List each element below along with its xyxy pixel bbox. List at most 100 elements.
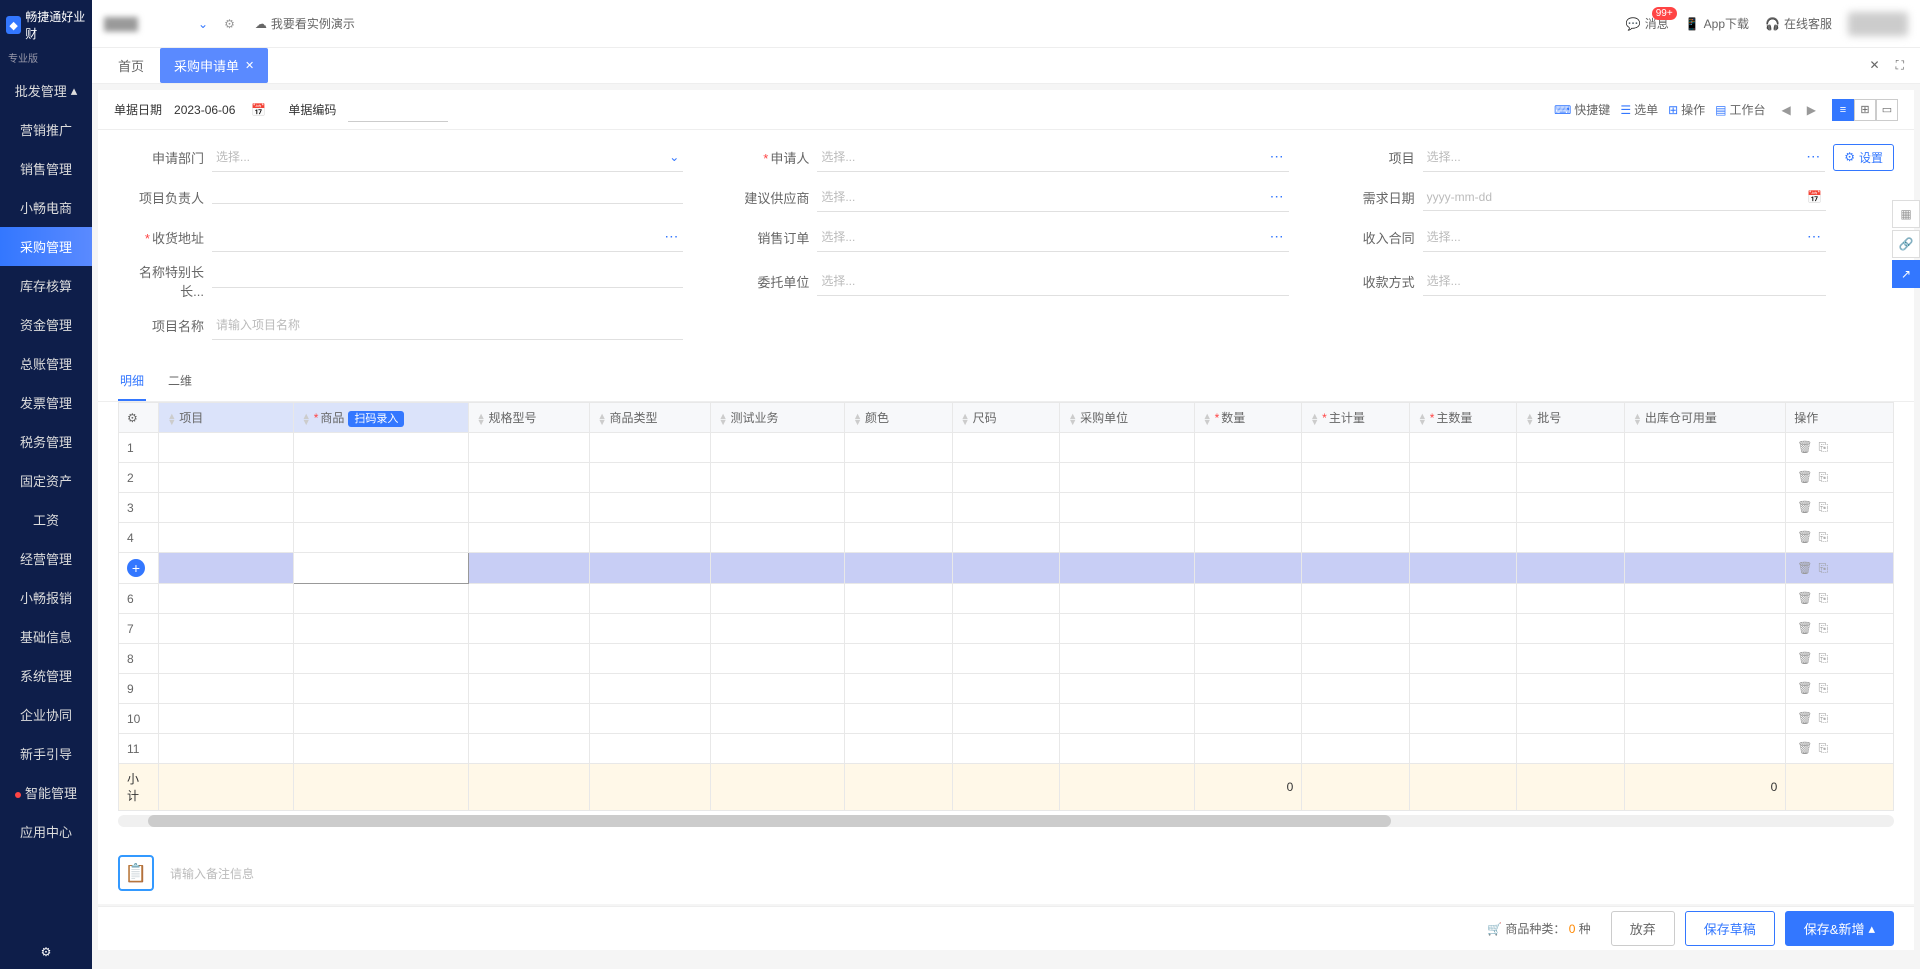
select-order-button[interactable]: ☰选单 — [1620, 101, 1658, 118]
col-5[interactable]: ▲▼颜色 — [845, 403, 953, 433]
customer-service-button[interactable]: 🎧 在线客服 — [1765, 15, 1832, 32]
entrust-select[interactable]: 选择... — [817, 266, 1288, 296]
table-row[interactable]: 2🗑⎘ — [119, 463, 1894, 493]
save-draft-button[interactable]: 保存草稿 — [1685, 911, 1775, 946]
prev-button[interactable]: ◀ — [1776, 101, 1797, 119]
view-card-button[interactable]: ⊞ — [1854, 99, 1876, 121]
copy-icon[interactable]: ⎘ — [1819, 621, 1829, 635]
tab-purchase-request[interactable]: 采购申请单 ✕ — [160, 48, 268, 83]
sidebar-item-1[interactable]: 销售管理 — [0, 149, 92, 188]
add-row-button[interactable]: + — [127, 559, 145, 577]
remark-input[interactable]: 请输入备注信息 — [170, 855, 1894, 892]
sidebar-item-15[interactable]: 企业协同 — [0, 695, 92, 734]
delete-icon[interactable]: 🗑 — [1797, 591, 1812, 605]
table-row[interactable]: 11🗑⎘ — [119, 734, 1894, 764]
copy-icon[interactable]: ⎘ — [1819, 500, 1829, 514]
sidebar-item-6[interactable]: 总账管理 — [0, 344, 92, 383]
need-date-input[interactable]: yyyy-mm-dd📅 — [1423, 184, 1826, 211]
close-icon[interactable]: ✕ — [245, 59, 254, 72]
copy-icon[interactable]: ⎘ — [1819, 470, 1829, 484]
delete-icon[interactable]: 🗑 — [1797, 561, 1812, 575]
sidebar-item-12[interactable]: 小畅报销 — [0, 578, 92, 617]
payway-select[interactable]: 选择... — [1423, 266, 1826, 296]
sidebar-item-13[interactable]: 基础信息 — [0, 617, 92, 656]
more-icon[interactable]: ⋯ — [1270, 188, 1285, 205]
fullscreen-icon[interactable]: ⛶ — [1892, 54, 1908, 77]
save-new-button[interactable]: 保存&新增▴ — [1785, 911, 1894, 946]
horizontal-scrollbar[interactable] — [118, 815, 1894, 827]
view-list-button[interactable]: ≡ — [1832, 99, 1854, 121]
org-selector[interactable]: ████ — [104, 17, 138, 31]
table-row[interactable]: 7🗑⎘ — [119, 614, 1894, 644]
dept-select[interactable]: 选择...⌄ — [212, 142, 683, 172]
table-row[interactable]: 9🗑⎘ — [119, 674, 1894, 704]
col-0[interactable]: ▲▼项目 — [159, 403, 293, 433]
contract-select[interactable]: 选择...⋯ — [1423, 222, 1826, 252]
chevron-down-icon[interactable]: ⌄ — [198, 17, 208, 31]
addr-select[interactable]: ⋯ — [212, 222, 683, 252]
col-11[interactable]: ▲▼批号 — [1517, 403, 1625, 433]
rail-btn-3[interactable]: ↗ — [1892, 260, 1920, 288]
table-row[interactable]: 4🗑⎘ — [119, 523, 1894, 553]
copy-icon[interactable]: ⎘ — [1819, 591, 1829, 605]
sidebar-item-2[interactable]: 小畅电商 — [0, 188, 92, 227]
tab-2d[interactable]: 二维 — [166, 362, 194, 401]
delete-icon[interactable]: 🗑 — [1797, 500, 1812, 514]
app-download-button[interactable]: 📱 App下载 — [1685, 15, 1749, 32]
note-icon[interactable]: 📋 — [118, 855, 154, 891]
copy-icon[interactable]: ⎘ — [1819, 681, 1829, 695]
table-row[interactable]: 6🗑⎘ — [119, 584, 1894, 614]
copy-icon[interactable]: ⎘ — [1819, 440, 1829, 454]
rail-btn-1[interactable]: ▦ — [1892, 200, 1920, 228]
sales-order-select[interactable]: 选择...⋯ — [817, 222, 1288, 252]
col-1[interactable]: ▲▼*商品扫码录入 — [293, 403, 468, 433]
discard-button[interactable]: 放弃 — [1611, 911, 1675, 946]
more-icon[interactable]: ⋯ — [1270, 228, 1285, 245]
copy-icon[interactable]: ⎘ — [1819, 530, 1829, 544]
applicant-select[interactable]: 选择...⋯ — [817, 142, 1288, 172]
col-9[interactable]: ▲▼*主计量 — [1302, 403, 1410, 433]
copy-icon[interactable]: ⎘ — [1819, 651, 1829, 665]
sidebar-item-7[interactable]: 发票管理 — [0, 383, 92, 422]
col-gear[interactable]: ⚙ — [119, 403, 159, 433]
calendar-icon[interactable]: 📅 — [251, 103, 266, 117]
sidebar-item-14[interactable]: 系统管理 — [0, 656, 92, 695]
delete-icon[interactable]: 🗑 — [1797, 470, 1812, 484]
more-icon[interactable]: ⋯ — [1807, 228, 1822, 245]
gear-icon[interactable]: ⚙ — [224, 17, 235, 31]
sidebar-item-16[interactable]: 新手引导 — [0, 734, 92, 773]
sidebar-item-18[interactable]: 应用中心 — [0, 812, 92, 851]
more-icon[interactable]: ⋯ — [1270, 148, 1285, 165]
delete-icon[interactable]: 🗑 — [1797, 741, 1812, 755]
tab-detail[interactable]: 明细 — [118, 362, 146, 401]
pm-input[interactable] — [212, 191, 683, 204]
delete-icon[interactable]: 🗑 — [1797, 440, 1812, 454]
next-button[interactable]: ▶ — [1801, 101, 1822, 119]
table-row[interactable]: 1🗑⎘ — [119, 433, 1894, 463]
copy-icon[interactable]: ⎘ — [1819, 711, 1829, 725]
copy-icon[interactable]: ⎘ — [1819, 561, 1829, 575]
sidebar-item-11[interactable]: 经营管理 — [0, 539, 92, 578]
table-row[interactable]: + 🗑 ⎘ — [119, 553, 1894, 584]
delete-icon[interactable]: 🗑 — [1797, 651, 1812, 665]
operation-button[interactable]: ⊞操作 — [1668, 101, 1705, 118]
sidebar-item-9[interactable]: 固定资产 — [0, 461, 92, 500]
table-row[interactable]: 3🗑⎘ — [119, 493, 1894, 523]
col-6[interactable]: ▲▼尺码 — [952, 403, 1060, 433]
more-icon[interactable]: ⋯ — [664, 228, 679, 245]
tab-close-button[interactable]: ✕ — [1866, 54, 1884, 77]
delete-icon[interactable]: 🗑 — [1797, 681, 1812, 695]
col-4[interactable]: ▲▼测试业务 — [710, 403, 844, 433]
delete-icon[interactable]: 🗑 — [1797, 711, 1812, 725]
sidebar-item-8[interactable]: 税务管理 — [0, 422, 92, 461]
workbench-button[interactable]: ▤工作台 — [1715, 101, 1765, 118]
col-8[interactable]: ▲▼*数量 — [1194, 403, 1302, 433]
rail-btn-2[interactable]: 🔗 — [1892, 230, 1920, 258]
sidebar-item-0[interactable]: 营销推广 — [0, 110, 92, 149]
projname-input[interactable]: 请输入项目名称 — [212, 310, 683, 340]
tab-home[interactable]: 首页 — [104, 48, 158, 83]
project-select[interactable]: 选择...⋯ — [1423, 142, 1826, 172]
shortcut-button[interactable]: ⌨快捷键 — [1554, 101, 1610, 118]
demo-link[interactable]: ☁ 我要看实例演示 — [255, 15, 355, 32]
sidebar-item-10[interactable]: 工资 — [0, 500, 92, 539]
